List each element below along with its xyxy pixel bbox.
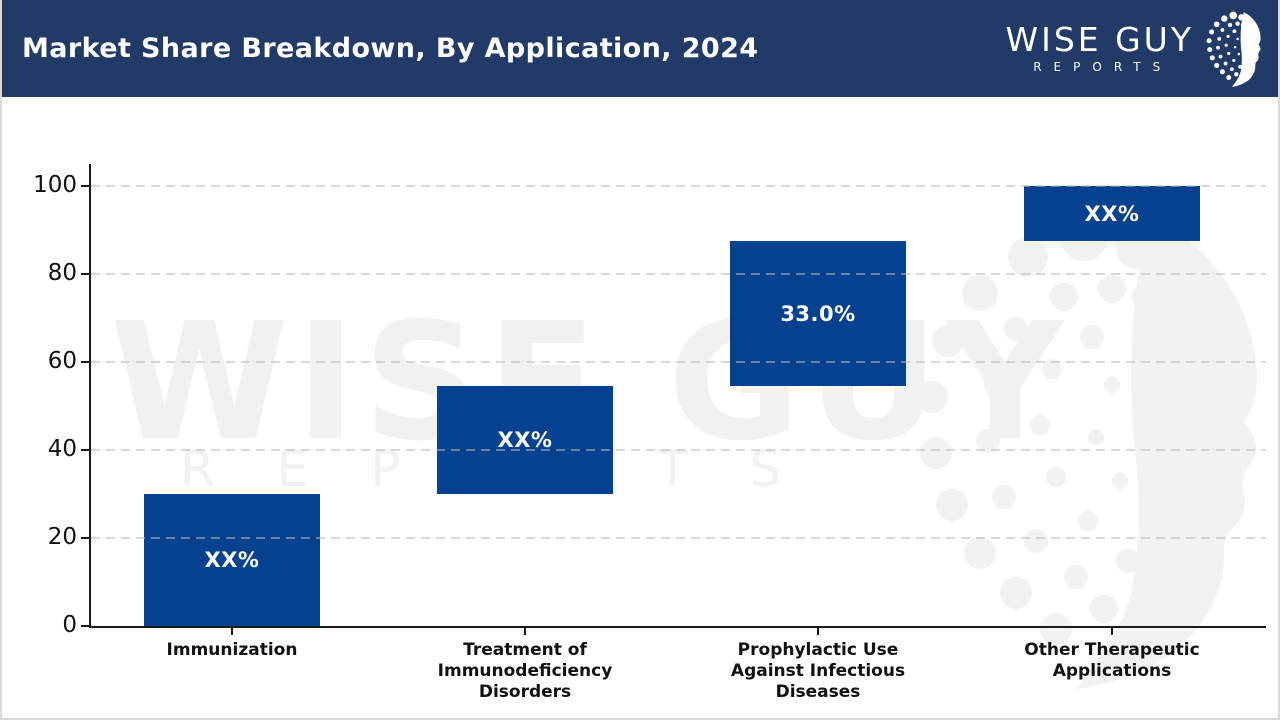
y-tick-label: 0: [62, 612, 77, 638]
wise-guy-reports-logo: WISE GUY REPORTS: [1005, 11, 1262, 87]
y-tick: [81, 449, 90, 451]
y-axis-line: [89, 164, 91, 628]
x-tick: [231, 628, 233, 635]
bar-segment: 33.0%: [730, 241, 906, 387]
bar-value-label: XX%: [204, 548, 260, 572]
gridline: [91, 185, 1266, 187]
x-category-label: Immunization: [166, 640, 298, 660]
y-tick: [81, 273, 90, 275]
page-title: Market Share Breakdown, By Application, …: [22, 33, 759, 64]
bar-value-label: XX%: [497, 428, 553, 453]
chart-canvas: WISE GUY REPORTS 020406080100XX%XX%33.0%…: [2, 97, 1278, 718]
x-category-label: Prophylactic Use Against Infectious Dise…: [730, 640, 906, 702]
gridline: [91, 449, 1266, 451]
y-tick-label: 20: [47, 524, 77, 550]
bar-segment: XX%: [1024, 186, 1200, 241]
logo-subtitle: REPORTS: [1033, 60, 1173, 74]
bar-value-label: XX%: [1084, 201, 1140, 226]
header-bar: Market Share Breakdown, By Application, …: [2, 0, 1278, 97]
y-tick: [81, 185, 90, 187]
x-tick: [817, 628, 819, 635]
gridline: [91, 273, 1266, 275]
x-axis-line: [89, 626, 1266, 628]
bar-value-label: 33.0%: [780, 301, 856, 326]
y-tick-label: 40: [47, 436, 77, 462]
x-category-label: Treatment of Immunodeficiency Disorders: [437, 640, 613, 702]
y-tick: [81, 361, 90, 363]
gridline: [91, 537, 1266, 539]
y-tick-label: 100: [33, 172, 77, 198]
x-tick: [1111, 628, 1113, 635]
logo-text: WISE GUY REPORTS: [1005, 20, 1194, 75]
x-tick: [524, 628, 526, 635]
y-tick: [81, 537, 90, 539]
bar-segment: XX%: [437, 386, 613, 494]
plot-area: 0 20 40 60 80 100 XX% XX% 33.0% XX% Immunization Tr…: [2, 97, 1278, 718]
x-category-label: Other Therapeutic Applications: [1024, 640, 1200, 681]
bar-segment: XX%: [144, 494, 320, 626]
dotted-face-icon: [1206, 11, 1261, 87]
y-tick-label: 60: [47, 348, 77, 374]
y-tick: [81, 625, 90, 627]
logo-wordmark: WISE GUY: [1005, 20, 1194, 59]
y-tick-label: 80: [47, 260, 77, 286]
gridline: [91, 361, 1266, 363]
